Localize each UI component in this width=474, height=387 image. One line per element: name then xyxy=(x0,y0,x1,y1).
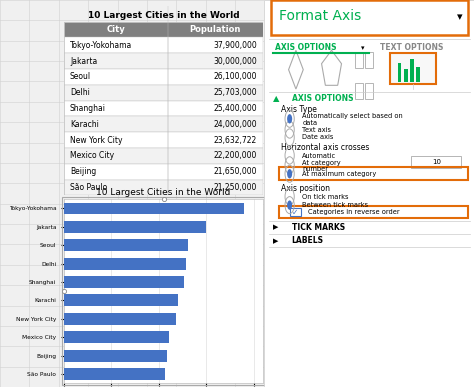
FancyBboxPatch shape xyxy=(64,53,263,69)
Text: Categories in reverse order: Categories in reverse order xyxy=(309,209,400,215)
Text: At maximum category: At maximum category xyxy=(302,171,376,177)
Text: 21,650,000: 21,650,000 xyxy=(214,167,257,176)
Text: 21,250,000: 21,250,000 xyxy=(214,183,257,192)
Text: Automatic: Automatic xyxy=(302,152,337,159)
Bar xyxy=(64,368,165,380)
Bar xyxy=(64,276,184,288)
Text: Axis Type: Axis Type xyxy=(281,104,317,114)
Bar xyxy=(64,239,188,251)
Text: Format Axis: Format Axis xyxy=(279,9,361,23)
FancyBboxPatch shape xyxy=(64,69,263,85)
Bar xyxy=(64,221,206,233)
Text: LABELS: LABELS xyxy=(292,236,324,245)
Text: TICK MARKS: TICK MARKS xyxy=(292,223,345,232)
Bar xyxy=(410,59,414,82)
FancyBboxPatch shape xyxy=(64,22,263,38)
Text: Seoul: Seoul xyxy=(70,72,91,81)
Bar xyxy=(64,258,186,270)
Text: Tokyo-Yokohama: Tokyo-Yokohama xyxy=(70,41,132,50)
Text: ▾: ▾ xyxy=(456,12,462,22)
Text: Population: Population xyxy=(190,25,241,34)
Text: Karachi: Karachi xyxy=(70,120,99,129)
Text: Axis position: Axis position xyxy=(281,184,330,193)
Circle shape xyxy=(287,114,292,123)
Text: Automatically select based on: Automatically select based on xyxy=(302,113,403,119)
Text: ▲: ▲ xyxy=(273,94,279,103)
Text: Beijing: Beijing xyxy=(70,167,96,176)
Text: AXIS OPTIONS: AXIS OPTIONS xyxy=(275,43,337,53)
Circle shape xyxy=(287,169,292,178)
Text: Shanghai: Shanghai xyxy=(70,104,106,113)
Text: 24,000,000: 24,000,000 xyxy=(213,120,257,129)
Text: 25,400,000: 25,400,000 xyxy=(213,104,257,113)
FancyBboxPatch shape xyxy=(290,208,301,216)
Bar xyxy=(64,313,176,325)
Bar xyxy=(416,67,420,82)
FancyBboxPatch shape xyxy=(64,132,263,148)
FancyBboxPatch shape xyxy=(390,53,436,84)
Bar xyxy=(64,349,166,361)
Bar xyxy=(398,63,401,82)
Text: Mexico City: Mexico City xyxy=(70,151,114,161)
Text: 10 Largest Cities in the World: 10 Largest Cities in the World xyxy=(88,12,239,21)
Text: Jakarta: Jakarta xyxy=(70,57,97,66)
Text: At category: At category xyxy=(302,159,341,166)
Text: Horizontal axis crosses: Horizontal axis crosses xyxy=(281,142,370,152)
FancyBboxPatch shape xyxy=(64,148,263,164)
Text: 23,632,722: 23,632,722 xyxy=(214,135,257,145)
Title: 10 Largest Cities in the World: 10 Largest Cities in the World xyxy=(96,188,231,197)
Text: 10: 10 xyxy=(432,159,441,165)
Text: 26,100,000: 26,100,000 xyxy=(214,72,257,81)
Text: On tick marks: On tick marks xyxy=(302,194,349,200)
FancyBboxPatch shape xyxy=(271,0,468,35)
Circle shape xyxy=(287,200,292,210)
Text: New York City: New York City xyxy=(70,135,122,145)
Text: City: City xyxy=(106,25,125,34)
FancyBboxPatch shape xyxy=(64,38,263,53)
FancyBboxPatch shape xyxy=(64,85,263,101)
Text: 22,200,000: 22,200,000 xyxy=(214,151,257,161)
Text: 30,000,000: 30,000,000 xyxy=(213,57,257,66)
Text: ✓: ✓ xyxy=(292,207,299,217)
Text: 25,703,000: 25,703,000 xyxy=(213,88,257,97)
FancyBboxPatch shape xyxy=(411,156,461,168)
Text: data: data xyxy=(302,120,317,126)
Text: Between tick marks: Between tick marks xyxy=(302,202,368,208)
Bar xyxy=(404,69,408,82)
Text: Text axis: Text axis xyxy=(302,127,331,133)
Text: ▶: ▶ xyxy=(273,238,278,244)
Text: TEXT OPTIONS: TEXT OPTIONS xyxy=(380,43,443,53)
FancyBboxPatch shape xyxy=(64,116,263,132)
Text: Date axis: Date axis xyxy=(302,134,334,140)
Text: ▶: ▶ xyxy=(273,224,278,231)
Bar xyxy=(64,202,244,214)
FancyBboxPatch shape xyxy=(64,164,263,180)
Text: ▾: ▾ xyxy=(361,45,365,51)
Text: São Paulo: São Paulo xyxy=(70,183,107,192)
FancyBboxPatch shape xyxy=(64,101,263,116)
Text: number: number xyxy=(302,166,328,172)
Bar xyxy=(64,331,169,343)
Bar xyxy=(64,295,178,307)
Text: 37,900,000: 37,900,000 xyxy=(213,41,257,50)
Text: AXIS OPTIONS: AXIS OPTIONS xyxy=(292,94,353,103)
Text: Delhi: Delhi xyxy=(70,88,90,97)
FancyBboxPatch shape xyxy=(64,180,263,195)
